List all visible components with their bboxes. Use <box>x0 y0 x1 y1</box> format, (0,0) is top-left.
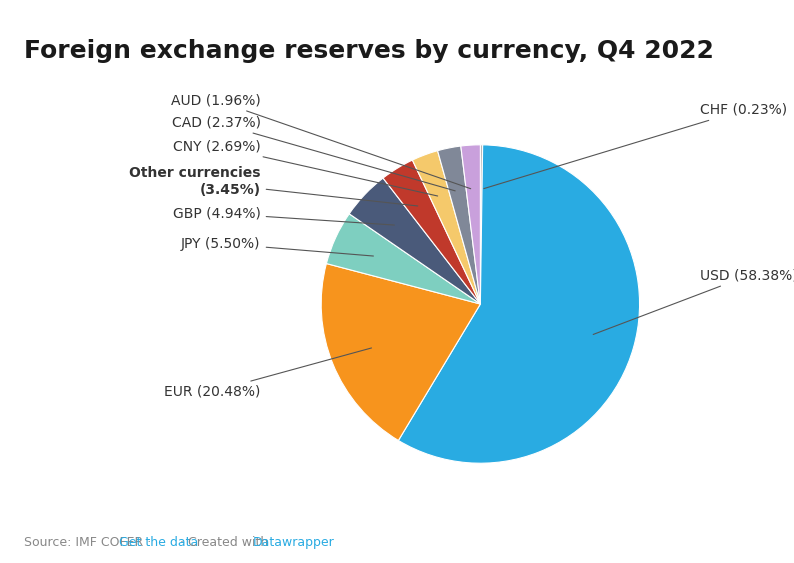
Wedge shape <box>399 145 639 463</box>
Wedge shape <box>326 214 480 304</box>
Text: CNY (2.69%): CNY (2.69%) <box>173 140 437 196</box>
Text: Foreign exchange reserves by currency, Q4 2022: Foreign exchange reserves by currency, Q… <box>24 39 714 64</box>
Wedge shape <box>461 145 480 304</box>
Wedge shape <box>349 178 480 304</box>
Text: JPY (5.50%): JPY (5.50%) <box>181 236 373 256</box>
Text: Other currencies
(3.45%): Other currencies (3.45%) <box>129 166 418 206</box>
Wedge shape <box>480 145 483 304</box>
Text: Source: IMF COFER ·: Source: IMF COFER · <box>24 536 155 549</box>
Wedge shape <box>322 263 480 440</box>
Text: Datawrapper: Datawrapper <box>252 536 334 549</box>
Text: · Created with: · Created with <box>176 536 272 549</box>
Text: CHF (0.23%): CHF (0.23%) <box>484 103 787 189</box>
Wedge shape <box>383 160 480 304</box>
Text: USD (58.38%): USD (58.38%) <box>593 269 794 334</box>
Text: GBP (4.94%): GBP (4.94%) <box>173 206 395 225</box>
Wedge shape <box>437 146 480 304</box>
Text: EUR (20.48%): EUR (20.48%) <box>164 348 372 399</box>
Text: Get the data: Get the data <box>119 536 198 549</box>
Text: CAD (2.37%): CAD (2.37%) <box>172 115 455 191</box>
Text: AUD (1.96%): AUD (1.96%) <box>171 93 471 189</box>
Wedge shape <box>412 151 480 304</box>
